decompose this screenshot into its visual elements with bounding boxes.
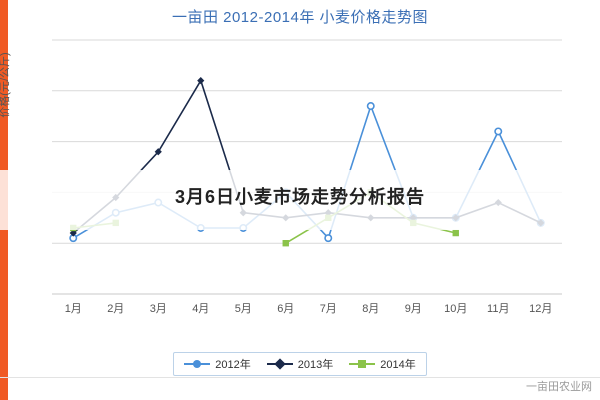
svg-text:9月: 9月 <box>405 303 422 315</box>
headline-overlay-text: 3月6日小麦市场走势分析报告 <box>174 187 426 207</box>
legend-item-2014[interactable]: 2014年 <box>349 356 416 372</box>
legend-label-2013: 2013年 <box>297 359 334 371</box>
legend-item-2013[interactable]: 2013年 <box>266 356 334 372</box>
chart-title: 一亩田 2012-2014年 小麦价格走势图 <box>171 9 429 26</box>
legend-box: 2012年 2013年 2014年 <box>173 352 427 376</box>
legend-item-2012[interactable]: 2012年 <box>184 356 251 372</box>
svg-text:10月: 10月 <box>444 303 467 315</box>
headline-overlay-band <box>0 170 600 230</box>
chart-legend: 2012年 2013年 2014年 <box>0 352 600 376</box>
svg-text:8月: 8月 <box>362 303 379 315</box>
svg-text:2月: 2月 <box>107 303 124 315</box>
bottom-divider <box>0 377 600 378</box>
svg-text:11月: 11月 <box>487 303 509 315</box>
svg-text:1月: 1月 <box>65 303 82 315</box>
site-watermark: 一亩田农业网 <box>526 381 592 393</box>
y-axis-label: 价格(元/公斤) <box>0 52 11 118</box>
svg-text:3月: 3月 <box>150 303 167 315</box>
legend-marker-2013 <box>266 358 293 370</box>
svg-text:7月: 7月 <box>320 303 337 315</box>
legend-label-2012: 2012年 <box>215 359 251 371</box>
legend-marker-2014 <box>349 359 376 369</box>
svg-text:5月: 5月 <box>235 303 252 315</box>
legend-marker-2012 <box>184 359 211 369</box>
svg-text:4月: 4月 <box>192 303 209 315</box>
svg-text:6月: 6月 <box>277 303 294 315</box>
legend-label-2014: 2014年 <box>380 359 416 371</box>
svg-text:12月: 12月 <box>529 303 552 315</box>
